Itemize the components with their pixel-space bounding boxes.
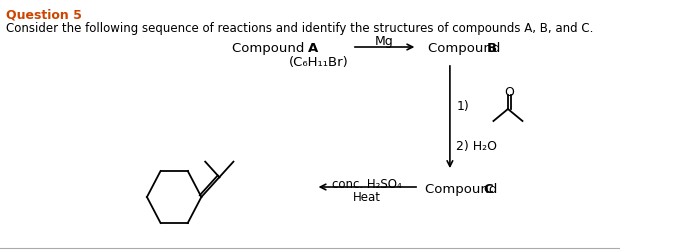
Text: Mg: Mg bbox=[375, 35, 394, 48]
Text: Compound: Compound bbox=[428, 42, 505, 55]
Text: B: B bbox=[487, 42, 497, 55]
Text: C: C bbox=[484, 182, 493, 195]
Text: Compound: Compound bbox=[425, 182, 501, 195]
Text: 2) H₂O: 2) H₂O bbox=[456, 139, 497, 152]
Text: Question 5: Question 5 bbox=[6, 8, 82, 21]
Text: (C₆H₁₁Br): (C₆H₁₁Br) bbox=[288, 56, 348, 69]
Text: A: A bbox=[309, 42, 319, 55]
Text: Heat: Heat bbox=[353, 190, 381, 203]
Text: 1): 1) bbox=[456, 100, 469, 113]
Text: Compound: Compound bbox=[232, 42, 309, 55]
Text: O: O bbox=[504, 86, 514, 99]
Text: conc. H₂SO₄: conc. H₂SO₄ bbox=[333, 177, 402, 190]
Text: Consider the following sequence of reactions and identify the structures of comp: Consider the following sequence of react… bbox=[6, 22, 594, 35]
